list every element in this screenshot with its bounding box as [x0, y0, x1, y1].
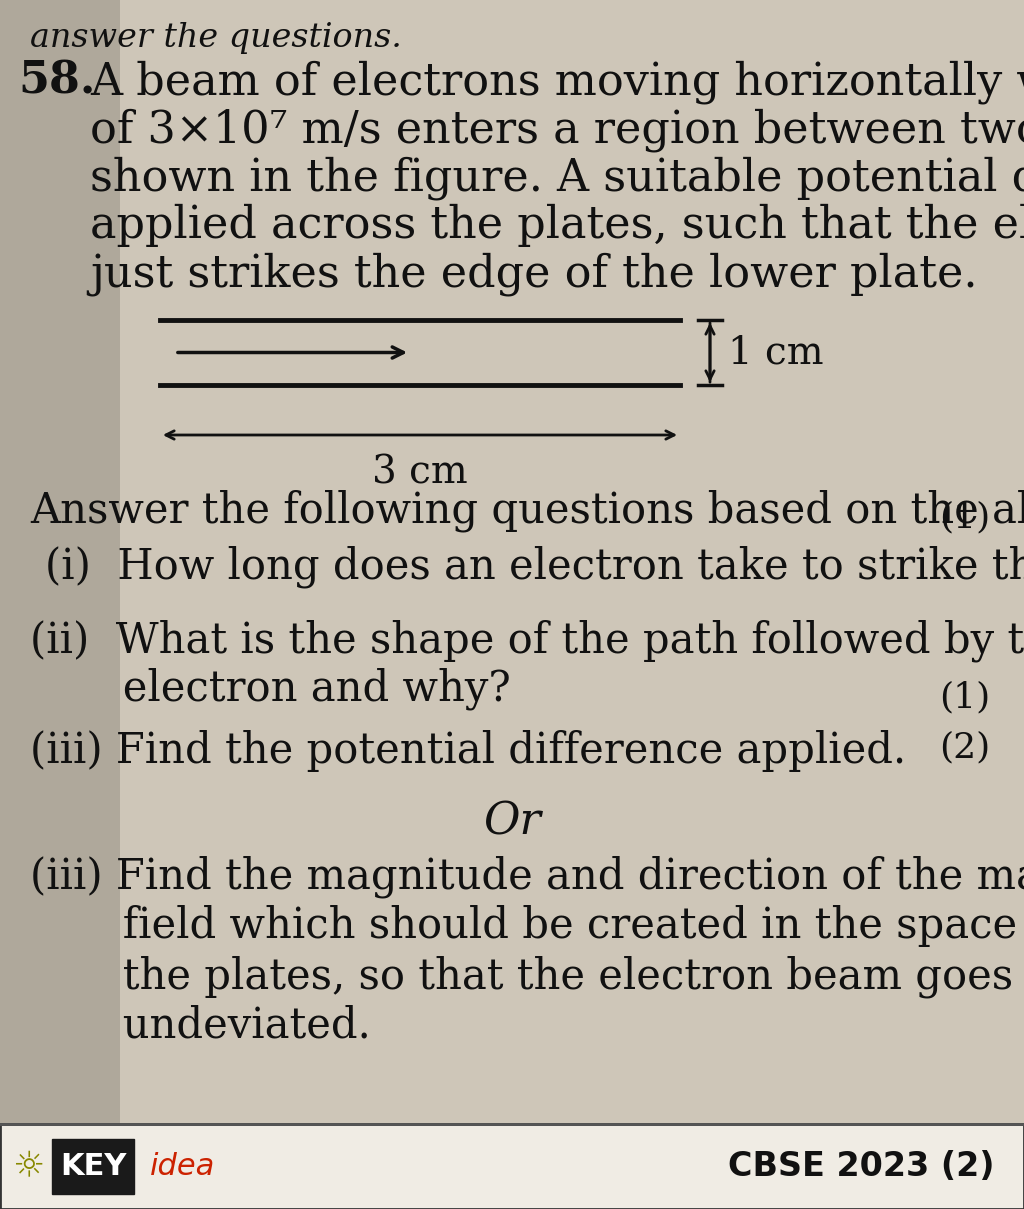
- Text: (1): (1): [939, 501, 990, 534]
- Text: A beam of electrons moving horizontally with velocity: A beam of electrons moving horizontally …: [90, 60, 1024, 104]
- Text: 58.: 58.: [18, 60, 95, 103]
- Text: (ii)  What is the shape of the path followed by the: (ii) What is the shape of the path follo…: [30, 620, 1024, 663]
- Text: CBSE 2023 (2): CBSE 2023 (2): [728, 1150, 995, 1182]
- Text: shown in the figure. A suitable potential difference is: shown in the figure. A suitable potentia…: [90, 156, 1024, 199]
- Text: applied across the plates, such that the electron beam: applied across the plates, such that the…: [90, 204, 1024, 247]
- Text: idea: idea: [150, 1152, 215, 1181]
- Text: of 3×10⁷ m/s enters a region between two plates as: of 3×10⁷ m/s enters a region between two…: [90, 108, 1024, 151]
- Text: ☼: ☼: [12, 1150, 44, 1184]
- Bar: [0, 0, 120, 1209]
- Text: (2): (2): [939, 730, 990, 764]
- Text: 3 cm: 3 cm: [372, 455, 468, 492]
- Text: (iii) Find the magnitude and direction of the magnetic: (iii) Find the magnitude and direction o…: [30, 855, 1024, 897]
- Text: undeviated.: undeviated.: [30, 1005, 371, 1047]
- Text: (1): (1): [939, 679, 990, 715]
- Text: electron and why?: electron and why?: [30, 669, 511, 711]
- Bar: [0, 1124, 1024, 1209]
- Text: (i)  How long does an electron take to strike the edge?: (i) How long does an electron take to st…: [45, 545, 1024, 588]
- Text: field which should be created in the space between: field which should be created in the spa…: [30, 906, 1024, 947]
- Text: the plates, so that the electron beam goes straight: the plates, so that the electron beam go…: [30, 955, 1024, 997]
- Text: Answer the following questions based on the above.: Answer the following questions based on …: [30, 490, 1024, 532]
- Text: 1 cm: 1 cm: [728, 334, 823, 371]
- Text: KEY: KEY: [59, 1152, 126, 1181]
- Text: answer the questions.: answer the questions.: [30, 22, 401, 54]
- Text: (iii) Find the potential difference applied.: (iii) Find the potential difference appl…: [30, 730, 906, 773]
- Text: Or: Or: [483, 800, 541, 843]
- Bar: [52, 1139, 134, 1194]
- Bar: [120, 0, 1024, 1209]
- Text: just strikes the edge of the lower plate.: just strikes the edge of the lower plate…: [90, 251, 978, 296]
